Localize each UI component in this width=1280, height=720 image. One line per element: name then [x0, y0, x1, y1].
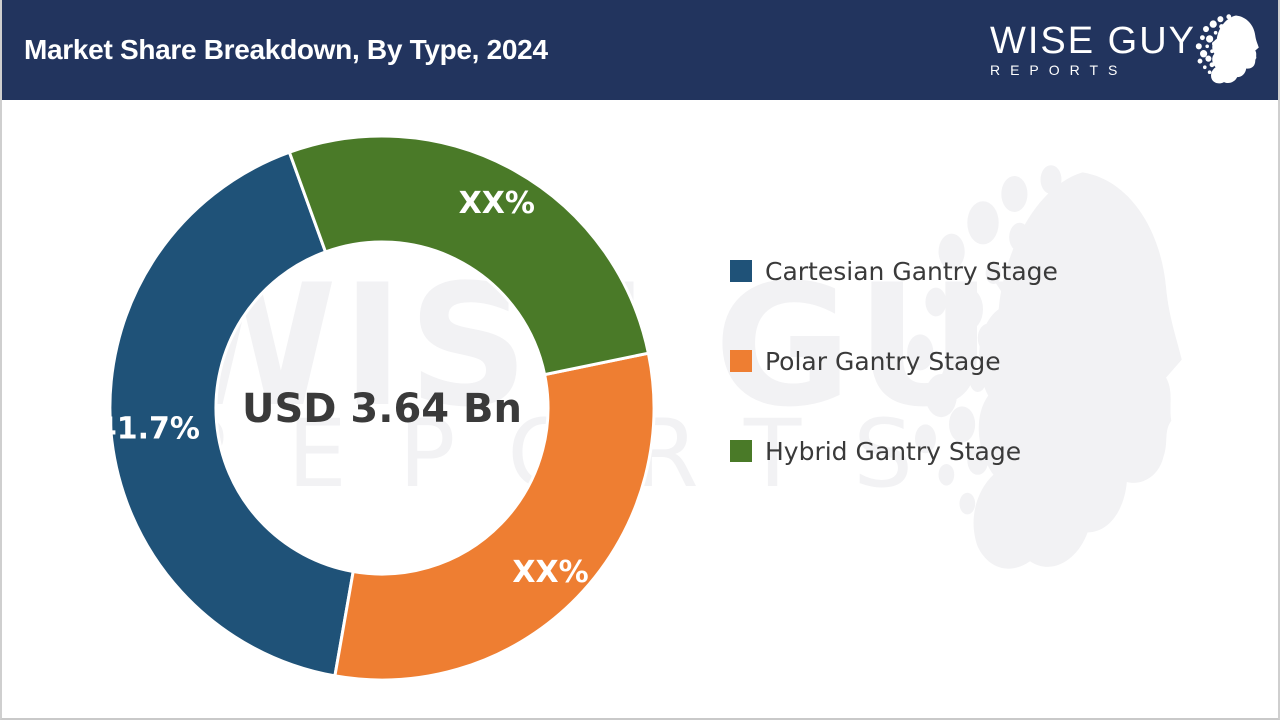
- face-profile-icon: [1195, 14, 1259, 84]
- legend-label: Polar Gantry Stage: [765, 346, 1001, 376]
- header-bar: Market Share Breakdown, By Type, 2024 WI…: [2, 0, 1278, 100]
- brand-subtitle: REPORTS: [989, 62, 1128, 79]
- legend-item-hybrid: Hybrid Gantry Stage: [730, 435, 1058, 467]
- segment-label: XX%: [459, 186, 535, 221]
- donut-segment: [108, 150, 355, 678]
- segment-label: 41.7%: [96, 411, 200, 446]
- brand-logo-text: WISE GUY REPORTS: [989, 19, 1196, 79]
- donut-segments: 41.7% XX% XX%: [96, 134, 656, 682]
- legend-item-cartesian: Cartesian Gantry Stage: [730, 255, 1058, 287]
- chart-center-label: USD 3.64 Bn: [242, 386, 522, 432]
- segment-label: XX%: [512, 555, 588, 590]
- donut-segment: [333, 351, 656, 682]
- legend-item-polar: Polar Gantry Stage: [730, 345, 1058, 377]
- donut-segment: [287, 134, 651, 377]
- legend-swatch: [730, 440, 752, 462]
- legend-swatch: [730, 260, 752, 282]
- brand-name: WISE GUY: [989, 19, 1196, 62]
- donut-chart: 41.7% XX% XX% USD 3.64 Bn: [96, 134, 656, 682]
- chart-legend: Cartesian Gantry Stage Polar Gantry Stag…: [730, 255, 1058, 467]
- legend-swatch: [730, 350, 752, 372]
- legend-label: Hybrid Gantry Stage: [765, 436, 1022, 466]
- brand-logo: WISE GUY REPORTS: [990, 13, 1260, 87]
- legend-label: Cartesian Gantry Stage: [765, 256, 1058, 286]
- page-title: Market Share Breakdown, By Type, 2024: [24, 34, 548, 65]
